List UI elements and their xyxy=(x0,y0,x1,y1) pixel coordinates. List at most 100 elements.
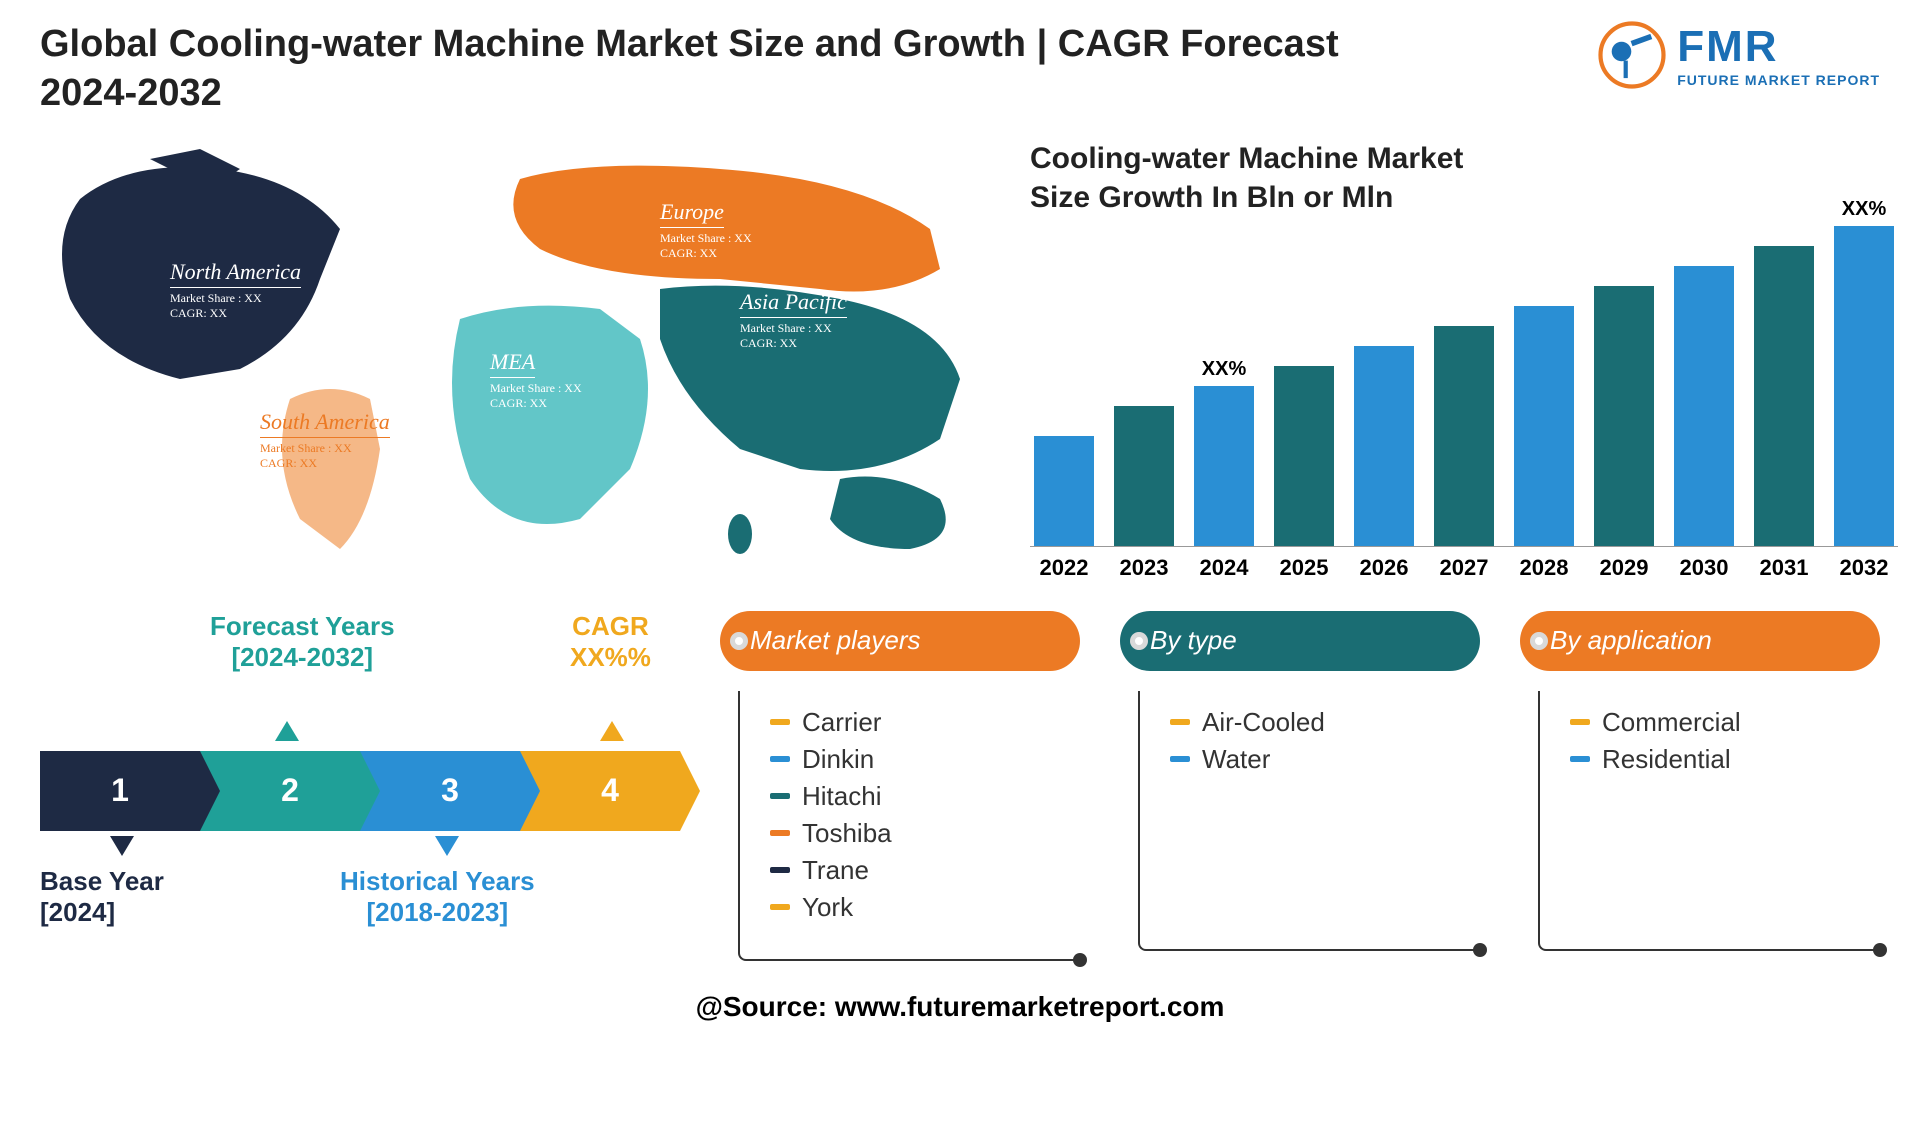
bullet-icon xyxy=(770,756,790,762)
category-item-label: Commercial xyxy=(1602,707,1741,738)
bullet-icon xyxy=(770,867,790,873)
timeline-segment-2: 2 xyxy=(200,751,360,831)
bar-year-label: 2026 xyxy=(1350,555,1418,581)
category-item-label: Water xyxy=(1202,744,1270,775)
bar-year-label: 2024 xyxy=(1190,555,1258,581)
arrow-down-icon xyxy=(110,836,134,856)
category-item: Air-Cooled xyxy=(1170,707,1460,738)
category-item-label: Dinkin xyxy=(802,744,874,775)
chart-title: Cooling-water Machine Market Size Growth… xyxy=(1030,139,1530,217)
bar-2024: XX% xyxy=(1190,386,1258,546)
category-item-label: Air-Cooled xyxy=(1202,707,1325,738)
category-item-label: York xyxy=(802,892,853,923)
logo: FMR FUTURE MARKET REPORT xyxy=(1597,20,1880,90)
bottom-section: Forecast Years [2024-2032] CAGR XX%% 123… xyxy=(40,611,1880,961)
fmr-logo-icon xyxy=(1597,20,1667,90)
bullet-icon xyxy=(1570,756,1590,762)
bullet-icon xyxy=(1170,719,1190,725)
category-item-label: Hitachi​ xyxy=(802,781,881,812)
category-panel: Market players Carrier Dinkin Hitachi​ Toshi… xyxy=(720,611,1880,961)
bar-2023 xyxy=(1110,406,1178,546)
bar-2030 xyxy=(1670,266,1738,546)
bar-rect xyxy=(1594,286,1654,546)
bar-2028 xyxy=(1510,306,1578,546)
logo-subtitle: FUTURE MARKET REPORT xyxy=(1677,72,1880,88)
timeline-bar: 1234 xyxy=(40,751,680,831)
category-header: Market players xyxy=(720,611,1080,671)
bar-rect xyxy=(1514,306,1574,546)
bar-chart-xaxis: 2022202320242025202620272028202920302031… xyxy=(1030,555,1898,581)
category-body: Commercial Residential xyxy=(1538,691,1880,951)
bar-rect xyxy=(1834,226,1894,546)
bar-rect xyxy=(1034,436,1094,546)
bar-year-label: 2023 xyxy=(1110,555,1178,581)
category-item: York xyxy=(770,892,1060,923)
category-item: Hitachi​ xyxy=(770,781,1060,812)
category-item-label: Trane xyxy=(802,855,869,886)
bullet-icon xyxy=(1570,719,1590,725)
bar-2029 xyxy=(1590,286,1658,546)
bar-year-label: 2029 xyxy=(1590,555,1658,581)
arrow-up-icon xyxy=(600,721,624,741)
timeline-segment-4: 4 xyxy=(520,751,680,831)
bar-year-label: 2028 xyxy=(1510,555,1578,581)
bar-rect xyxy=(1434,326,1494,546)
world-map: North AmericaMarket Share : XXCAGR: XX So… xyxy=(40,139,990,559)
cagr-value: XX%% xyxy=(570,642,651,672)
top-section: North AmericaMarket Share : XXCAGR: XX So… xyxy=(40,139,1880,581)
cagr-label: CAGR XX%% xyxy=(570,611,651,673)
region-label-eu: EuropeMarket Share : XXCAGR: XX xyxy=(660,199,752,262)
historical-value: [2018-2023] xyxy=(367,897,509,927)
category-item: Toshiba xyxy=(770,818,1060,849)
bar-annotation: XX% xyxy=(1202,358,1246,381)
base-year-title: Base Year xyxy=(40,866,164,896)
forecast-value: [2024-2032] xyxy=(231,642,373,672)
category-column: By type Air-Cooled Water xyxy=(1120,611,1480,961)
bullet-icon xyxy=(770,719,790,725)
bar-rect xyxy=(1354,346,1414,546)
category-item: Water xyxy=(1170,744,1460,775)
forecast-years-label: Forecast Years [2024-2032] xyxy=(210,611,395,673)
bar-rect xyxy=(1114,406,1174,546)
category-item: Commercial xyxy=(1570,707,1860,738)
bullet-icon xyxy=(1170,756,1190,762)
category-item: Trane xyxy=(770,855,1060,886)
bar-year-label: 2022 xyxy=(1030,555,1098,581)
base-year-label: Base Year [2024] xyxy=(40,866,164,928)
category-item: Carrier xyxy=(770,707,1060,738)
bar-rect xyxy=(1754,246,1814,546)
region-label-ap: Asia PacificMarket Share : XXCAGR: XX xyxy=(740,289,847,352)
category-column: Market players Carrier Dinkin Hitachi​ Toshi… xyxy=(720,611,1080,961)
region-label-mea: MEAMarket Share : XXCAGR: XX xyxy=(490,349,582,412)
historical-years-label: Historical Years [2018-2023] xyxy=(340,866,535,928)
timeline-segment-1: 1 xyxy=(40,751,200,831)
bar-year-label: 2030 xyxy=(1670,555,1738,581)
header: Global Cooling-water Machine Market Size… xyxy=(40,20,1880,119)
historical-title: Historical Years xyxy=(340,866,535,896)
category-body: Carrier Dinkin Hitachi​ Toshiba Trane York xyxy=(738,691,1080,961)
bar-2026 xyxy=(1350,346,1418,546)
bullet-icon xyxy=(770,793,790,799)
category-item: Dinkin xyxy=(770,744,1060,775)
logo-text: FMR xyxy=(1677,22,1880,72)
category-item-label: Toshiba xyxy=(802,818,892,849)
category-item: Residential xyxy=(1570,744,1860,775)
bar-2032: XX% xyxy=(1830,226,1898,546)
category-header: By type xyxy=(1120,611,1480,671)
bar-2025 xyxy=(1270,366,1338,546)
bar-rect xyxy=(1674,266,1734,546)
bar-annotation: XX% xyxy=(1842,198,1886,221)
bar-chart: XX% XX% xyxy=(1030,227,1898,547)
bar-year-label: 2025 xyxy=(1270,555,1338,581)
bullet-icon xyxy=(770,830,790,836)
category-item-label: Carrier xyxy=(802,707,881,738)
bar-2031 xyxy=(1750,246,1818,546)
region-label-na: North AmericaMarket Share : XXCAGR: XX xyxy=(170,259,301,322)
region-label-sa: South AmericaMarket Share : XXCAGR: XX xyxy=(260,409,390,472)
bar-rect xyxy=(1194,386,1254,546)
bar-rect xyxy=(1274,366,1334,546)
timeline-segment-3: 3 xyxy=(360,751,520,831)
base-year-value: [2024] xyxy=(40,897,115,927)
category-body: Air-Cooled Water xyxy=(1138,691,1480,951)
category-item-label: Residential xyxy=(1602,744,1731,775)
